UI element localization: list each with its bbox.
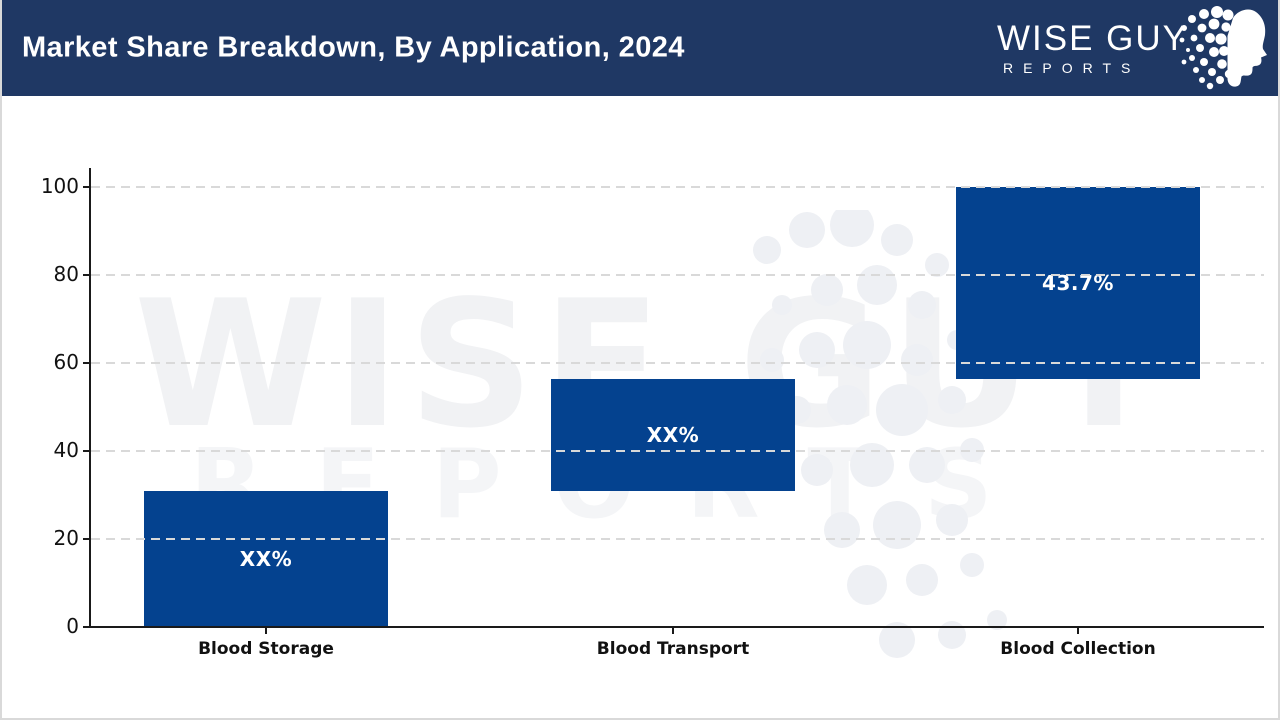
gridline [91,274,1264,276]
dotted-head-icon [1179,6,1267,90]
y-axis-tick-label: 0 [66,614,79,638]
y-axis-tick-label: 40 [53,438,79,462]
y-axis-tick [83,450,91,452]
y-axis-tick [83,538,91,540]
bar-value-label: XX% [239,546,293,571]
header-band: Market Share Breakdown, By Application, … [2,0,1278,96]
y-axis-tick [83,274,91,276]
x-axis-category-label: Blood Transport [596,639,750,659]
x-axis-category-label: Blood Storage [198,639,334,659]
y-axis-tick-label: 20 [53,526,79,550]
gridline [91,538,1264,540]
brand-wordmark-line2: REPORTS [1002,59,1141,76]
y-axis-tick-label: 80 [53,262,79,286]
bar-value-label: XX% [646,422,700,447]
gridline [91,450,1264,452]
chart-title: Market Share Breakdown, By Application, … [22,31,685,64]
bar-blood-storage[interactable]: XX% [144,490,388,627]
y-axis-tick-label: 100 [40,174,79,198]
y-axis-tick [83,362,91,364]
x-axis-tick [1077,628,1079,634]
x-axis-tick [672,628,674,634]
y-axis-tick [83,626,91,628]
y-axis-tick [83,186,91,188]
x-axis-line [89,626,1264,628]
bar-blood-collection[interactable]: 43.7% [956,187,1200,380]
y-axis-tick-label: 60 [53,350,79,374]
gridline [91,186,1264,188]
brand-logo: WISE GUY REPORTS [997,6,1270,90]
gridline [91,362,1264,364]
x-axis-tick [265,628,267,634]
y-axis-line [89,168,91,628]
brand-wordmark: WISE GUY REPORTS [997,21,1188,76]
x-axis-category-label: Blood Collection [1000,639,1156,659]
brand-wordmark-line1: WISE GUY [996,18,1188,58]
bar-blood-transport[interactable]: XX% [551,379,795,491]
